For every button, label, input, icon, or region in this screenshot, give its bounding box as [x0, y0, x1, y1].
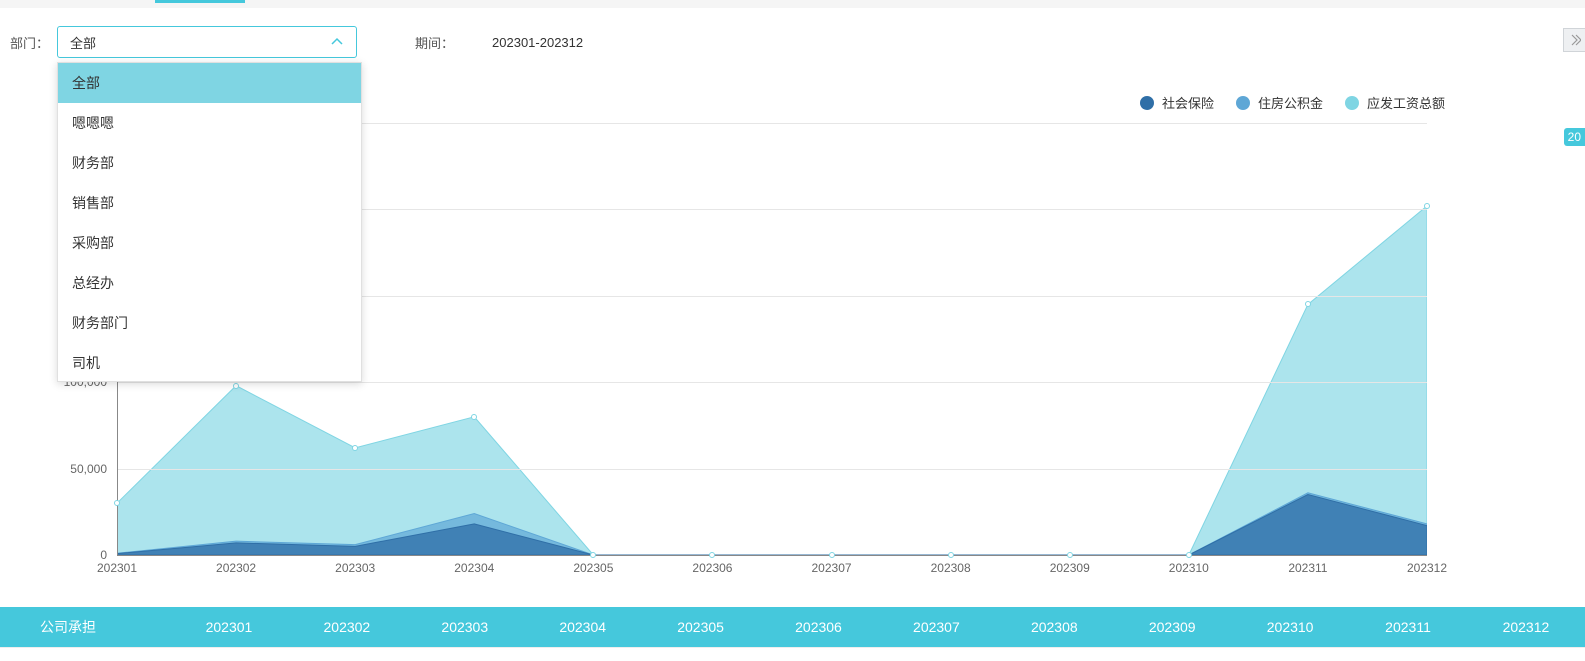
data-marker — [709, 552, 715, 558]
chevron-up-icon — [330, 35, 344, 49]
dept-option[interactable]: 司机 — [58, 343, 361, 382]
x-tick-label: 202301 — [97, 561, 137, 575]
legend-label: 社会保险 — [1162, 93, 1214, 112]
x-tick-label: 202307 — [812, 561, 852, 575]
legend-dot-icon — [1140, 96, 1154, 110]
top-bar — [0, 0, 1585, 8]
data-marker — [1186, 552, 1192, 558]
period-value: 202301-202312 — [492, 35, 583, 50]
x-tick-label: 202309 — [1050, 561, 1090, 575]
table-header-cell: 202312 — [1467, 619, 1585, 635]
table-header-cell: 202301 — [170, 619, 288, 635]
side-badge: 20 — [1564, 128, 1585, 146]
y-tick-label: 0 — [100, 548, 107, 562]
dept-select[interactable]: 全部 — [57, 26, 357, 58]
table-header-cell: 202308 — [995, 619, 1113, 635]
x-tick-label: 202304 — [454, 561, 494, 575]
x-tick-label: 202311 — [1288, 561, 1327, 575]
dept-dropdown[interactable]: 全部嗯嗯嗯财务部销售部采购部总经办财务部门司机 — [57, 62, 362, 382]
x-tick-label: 202312 — [1407, 561, 1447, 575]
data-marker — [948, 552, 954, 558]
table-header-cell: 202304 — [524, 619, 642, 635]
x-axis: 2023012023022023032023042023052023062023… — [117, 561, 1427, 581]
dept-option[interactable]: 财务部 — [58, 143, 361, 183]
x-tick-label: 202306 — [692, 561, 732, 575]
chart-legend: 社会保险 住房公积金 应发工资总额 — [1140, 93, 1445, 112]
data-marker — [1424, 203, 1430, 209]
x-axis-line — [117, 555, 1427, 556]
data-marker — [1067, 552, 1073, 558]
table-header-row: 公司承担202301202302202303202304202305202306… — [0, 607, 1585, 647]
data-marker — [114, 500, 120, 506]
x-tick-label: 202305 — [573, 561, 613, 575]
dept-option[interactable]: 财务部门 — [58, 303, 361, 343]
dept-label: 部门： — [10, 33, 49, 52]
legend-label: 住房公积金 — [1258, 93, 1323, 112]
active-tab-indicator — [155, 0, 245, 3]
x-tick-label: 202303 — [335, 561, 375, 575]
table-header-cell: 202310 — [1231, 619, 1349, 635]
data-marker — [1305, 301, 1311, 307]
table-header-cell: 202305 — [642, 619, 760, 635]
dept-option[interactable]: 全部 — [58, 63, 361, 103]
dept-option[interactable]: 嗯嗯嗯 — [58, 103, 361, 143]
data-marker — [590, 552, 596, 558]
table-header-cell: 公司承担 — [0, 617, 170, 637]
period-label: 期间： — [415, 33, 454, 52]
dept-select-wrap: 全部 全部嗯嗯嗯财务部销售部采购部总经办财务部门司机 — [57, 26, 357, 58]
legend-item[interactable]: 住房公积金 — [1236, 93, 1323, 112]
x-tick-label: 202310 — [1169, 561, 1209, 575]
filter-row: 部门： 全部 全部嗯嗯嗯财务部销售部采购部总经办财务部门司机 期间： 20230… — [0, 8, 1585, 68]
dept-option[interactable]: 采购部 — [58, 223, 361, 263]
dept-option[interactable]: 销售部 — [58, 183, 361, 223]
data-marker — [233, 383, 239, 389]
gridline — [117, 382, 1427, 383]
table-header-cell: 202306 — [760, 619, 878, 635]
data-marker — [829, 552, 835, 558]
table-body — [0, 647, 1585, 661]
dept-select-value: 全部 — [70, 33, 96, 52]
table-header-cell: 202302 — [288, 619, 406, 635]
table-header-cell: 202307 — [877, 619, 995, 635]
x-tick-label: 202302 — [216, 561, 256, 575]
x-tick-label: 202308 — [931, 561, 971, 575]
dept-option[interactable]: 总经办 — [58, 263, 361, 303]
legend-item[interactable]: 社会保险 — [1140, 93, 1214, 112]
gridline — [117, 469, 1427, 470]
legend-label: 应发工资总额 — [1367, 93, 1445, 112]
table-header-cell: 202311 — [1349, 619, 1467, 635]
legend-dot-icon — [1236, 96, 1250, 110]
data-marker — [352, 445, 358, 451]
footer-table: 公司承担202301202302202303202304202305202306… — [0, 607, 1585, 661]
legend-item[interactable]: 应发工资总额 — [1345, 93, 1445, 112]
legend-dot-icon — [1345, 96, 1359, 110]
table-header-cell: 202309 — [1113, 619, 1231, 635]
table-header-cell: 202303 — [406, 619, 524, 635]
data-marker — [471, 414, 477, 420]
y-tick-label: 50,000 — [70, 462, 107, 476]
